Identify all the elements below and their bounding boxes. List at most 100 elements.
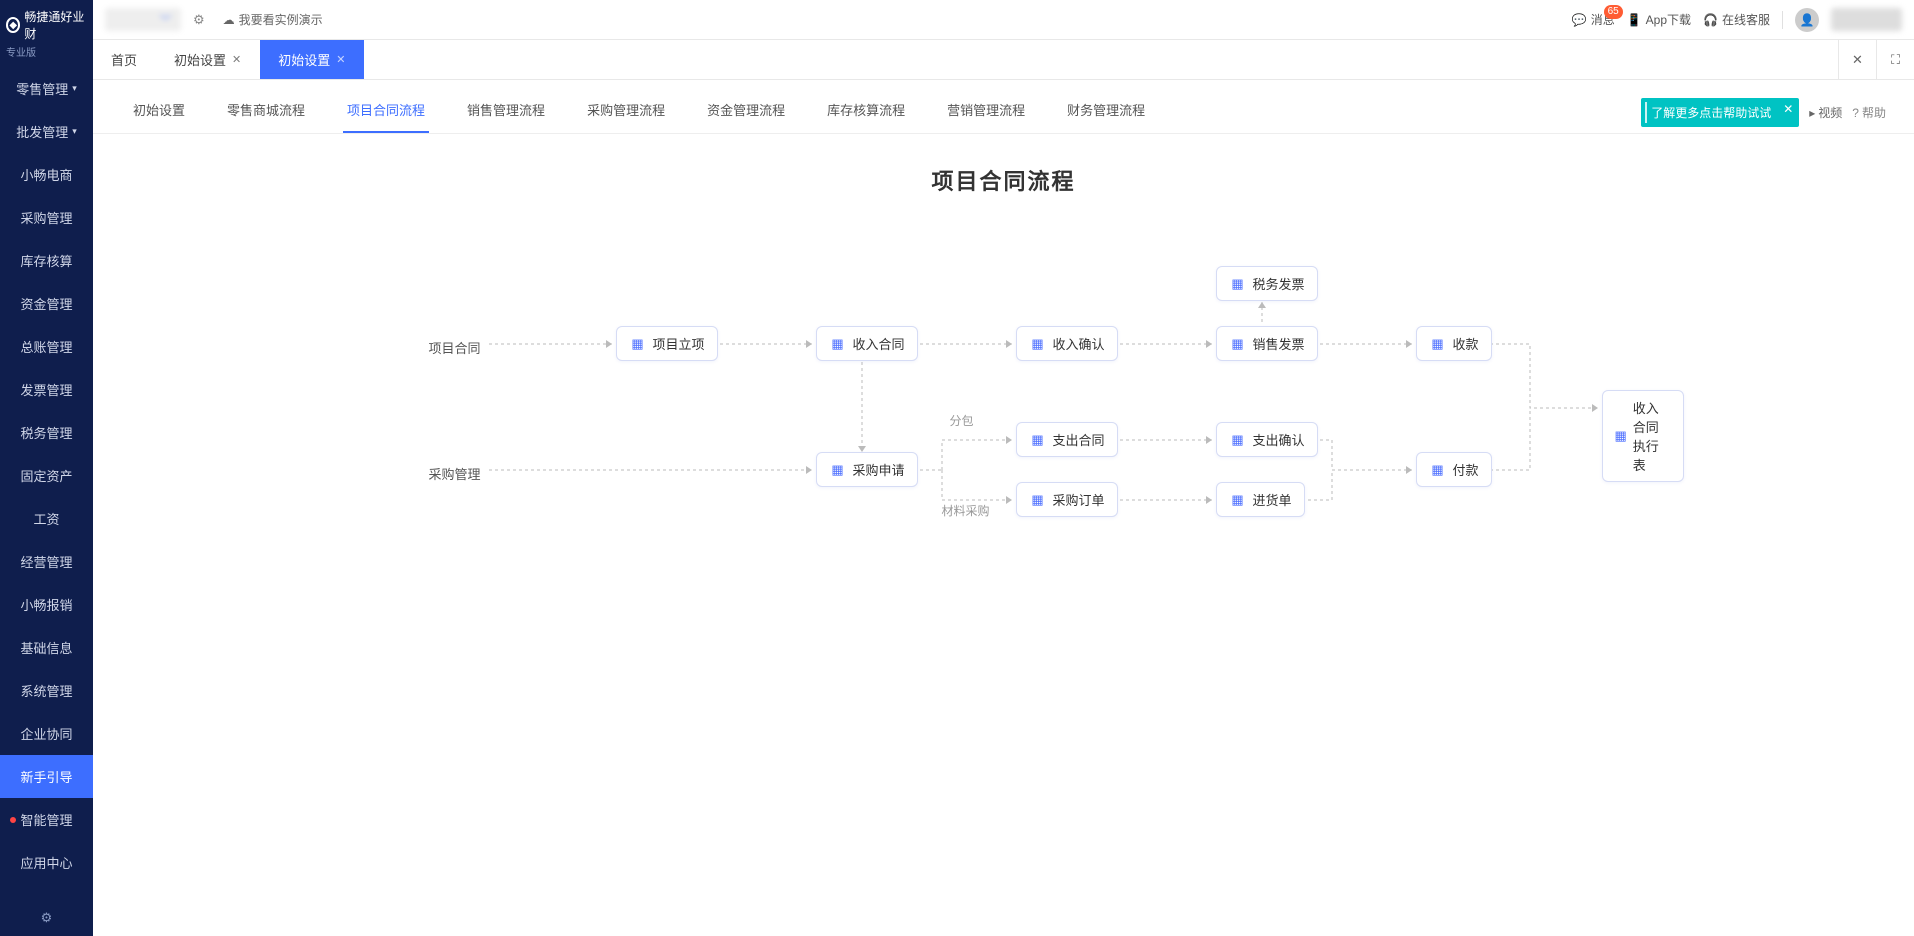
flow-node-label: 收入合同 <box>853 334 905 353</box>
flow-edge-label-1: 材料采购 <box>942 502 990 519</box>
page-tab-label: 初始设置 <box>278 50 330 69</box>
avatar[interactable]: 👤 <box>1795 8 1819 32</box>
sidebar-item-15[interactable]: 企业协同 <box>0 712 93 755</box>
sidebar-item-16[interactable]: 新手引导 <box>0 755 93 798</box>
flow-area: 项目合同流程 项目合同采购管理▦项目立项▦收入合同▦收入确认▦税务发票▦销售发票… <box>93 134 1914 936</box>
messages-link[interactable]: 💬 消息 65 <box>1572 11 1615 28</box>
subtab-2[interactable]: 项目合同流程 <box>335 92 437 133</box>
flow-node-n5[interactable]: ▦收款 <box>1416 326 1492 361</box>
app-download-link[interactable]: 📱 App下载 <box>1627 11 1691 28</box>
sidebar-item-label: 基础信息 <box>20 638 72 657</box>
subtab-0[interactable]: 初始设置 <box>121 92 197 133</box>
subtab-7[interactable]: 营销管理流程 <box>935 92 1037 133</box>
page-tab-1[interactable]: 初始设置 ✕ <box>156 40 260 79</box>
help-banner[interactable]: 了解更多点击帮助试试 ✕ <box>1641 98 1799 127</box>
sidebar-item-11[interactable]: 经营管理 <box>0 540 93 583</box>
flow-title: 项目合同流程 <box>133 164 1874 196</box>
sidebar-item-8[interactable]: 税务管理 <box>0 411 93 454</box>
flow-node-n11[interactable]: ▦进货单 <box>1216 482 1305 517</box>
sidebar-item-12[interactable]: 小畅报销 <box>0 583 93 626</box>
sidebar-item-label: 企业协同 <box>20 724 72 743</box>
sidebar-item-2[interactable]: 小畅电商 <box>0 153 93 196</box>
help-link[interactable]: ? 帮助 <box>1852 104 1886 121</box>
brand-subtitle: 专业版 <box>6 44 87 59</box>
flow-node-n12[interactable]: ▦付款 <box>1416 452 1492 487</box>
flow-node-n2[interactable]: ▦收入确认 <box>1016 326 1118 361</box>
flow-node-n6[interactable]: ▦收入合同执行表 <box>1602 390 1684 482</box>
sidebar-item-5[interactable]: 资金管理 <box>0 282 93 325</box>
video-link-label: 视频 <box>1818 104 1842 121</box>
sidebar-item-label: 经营管理 <box>20 552 72 571</box>
subtab-4[interactable]: 采购管理流程 <box>575 92 677 133</box>
sidebar-item-label: 工资 <box>33 509 59 528</box>
sidebar-settings-icon[interactable]: ⚙ <box>0 900 93 936</box>
page-tab-2[interactable]: 初始设置 ✕ <box>260 40 364 79</box>
sidebar-item-label: 总账管理 <box>20 337 72 356</box>
sidebar-item-17[interactable]: 智能管理 <box>0 798 93 841</box>
subtab-1[interactable]: 零售商城流程 <box>215 92 317 133</box>
flow-node-label: 收入确认 <box>1053 334 1105 353</box>
main-area: ﹀ ⚙ ☁ 我要看实例演示 💬 消息 65 📱 App下载 🎧 在线客服 <box>93 0 1914 936</box>
flow-node-n10[interactable]: ▦支出确认 <box>1216 422 1318 457</box>
sidebar-item-9[interactable]: 固定资产 <box>0 454 93 497</box>
video-link[interactable]: ▸ 视频 <box>1809 104 1842 121</box>
document-icon: ▦ <box>1429 461 1447 479</box>
sidebar-item-10[interactable]: 工资 <box>0 497 93 540</box>
flow-node-n0[interactable]: ▦项目立项 <box>616 326 718 361</box>
subtab-8[interactable]: 财务管理流程 <box>1055 92 1157 133</box>
settings-icon[interactable]: ⚙ <box>193 12 205 28</box>
service-link[interactable]: 🎧 在线客服 <box>1703 11 1770 28</box>
sidebar-item-7[interactable]: 发票管理 <box>0 368 93 411</box>
page-tab-0[interactable]: 首页 <box>93 40 156 79</box>
sidebar-item-3[interactable]: 采购管理 <box>0 196 93 239</box>
sidebar-item-0[interactable]: 零售管理▾ <box>0 67 93 110</box>
sidebar-item-label: 固定资产 <box>20 466 72 485</box>
page-tab-label: 初始设置 <box>174 50 226 69</box>
sidebar-item-label: 资金管理 <box>20 294 72 313</box>
flow-node-n7[interactable]: ▦ 采购申请 <box>816 452 918 487</box>
flow-node-n1[interactable]: ▦收入合同 <box>816 326 918 361</box>
subtab-3[interactable]: 销售管理流程 <box>455 92 557 133</box>
flow-node-label: 采购申请 <box>853 460 905 479</box>
sidebar-item-1[interactable]: 批发管理▾ <box>0 110 93 153</box>
flow-node-n4[interactable]: ▦ 销售发票 <box>1216 326 1318 361</box>
flow-node-n8[interactable]: ▦支出合同 <box>1016 422 1118 457</box>
sidebar-item-4[interactable]: 库存核算 <box>0 239 93 282</box>
help-banner-close-icon[interactable]: ✕ <box>1783 102 1793 116</box>
close-tab-icon[interactable]: ✕ <box>336 53 345 66</box>
flow-node-label: 销售发票 <box>1253 334 1305 353</box>
flow-node-label: 税务发票 <box>1253 274 1305 293</box>
sidebar-item-label: 新手引导 <box>20 767 72 786</box>
sidebar-item-13[interactable]: 基础信息 <box>0 626 93 669</box>
document-icon: ▦ <box>1429 335 1447 353</box>
sidebar-item-18[interactable]: 应用中心 <box>0 841 93 884</box>
subtab-5[interactable]: 资金管理流程 <box>695 92 797 133</box>
cloud-icon: ☁ <box>223 13 235 27</box>
help-banner-text: 了解更多点击帮助试试 <box>1651 106 1771 120</box>
username[interactable] <box>1831 8 1902 31</box>
subtab-6[interactable]: 库存核算流程 <box>815 92 917 133</box>
document-icon: ▦ <box>1229 335 1247 353</box>
demo-link[interactable]: ☁ 我要看实例演示 <box>223 11 323 28</box>
document-icon: ▦ <box>829 461 847 479</box>
flow-node-label: 收入合同执行表 <box>1633 398 1671 474</box>
fullscreen-button[interactable]: ⛶ <box>1876 40 1914 79</box>
help-link-label: 帮助 <box>1862 104 1886 121</box>
sidebar-item-6[interactable]: 总账管理 <box>0 325 93 368</box>
flow-node-n3[interactable]: ▦税务发票 <box>1216 266 1318 301</box>
sidebar-item-label: 小畅报销 <box>20 595 72 614</box>
sidebar-item-14[interactable]: 系统管理 <box>0 669 93 712</box>
brand-area: ◆ 畅捷通好业财 专业版 <box>0 0 93 67</box>
sidebar: ◆ 畅捷通好业财 专业版 零售管理▾批发管理▾小畅电商采购管理库存核算资金管理总… <box>0 0 93 936</box>
flow-node-n9[interactable]: ▦采购订单 <box>1016 482 1118 517</box>
flow-row-label-0: 项目合同 <box>429 338 481 357</box>
topbar: ﹀ ⚙ ☁ 我要看实例演示 💬 消息 65 📱 App下载 🎧 在线客服 <box>93 0 1914 40</box>
flow-canvas: 项目合同采购管理▦项目立项▦收入合同▦收入确认▦税务发票▦销售发票▦收款▦收入合… <box>324 246 1684 666</box>
sidebar-item-label: 批发管理 <box>16 122 68 141</box>
flow-node-label: 采购订单 <box>1053 490 1105 509</box>
close-all-tabs-button[interactable]: ✕ <box>1838 40 1876 79</box>
page-tab-label: 首页 <box>111 50 137 69</box>
close-tab-icon[interactable]: ✕ <box>232 53 241 66</box>
workspace-selector[interactable]: ﹀ <box>105 8 181 31</box>
brand-icon: ◆ <box>6 17 20 33</box>
